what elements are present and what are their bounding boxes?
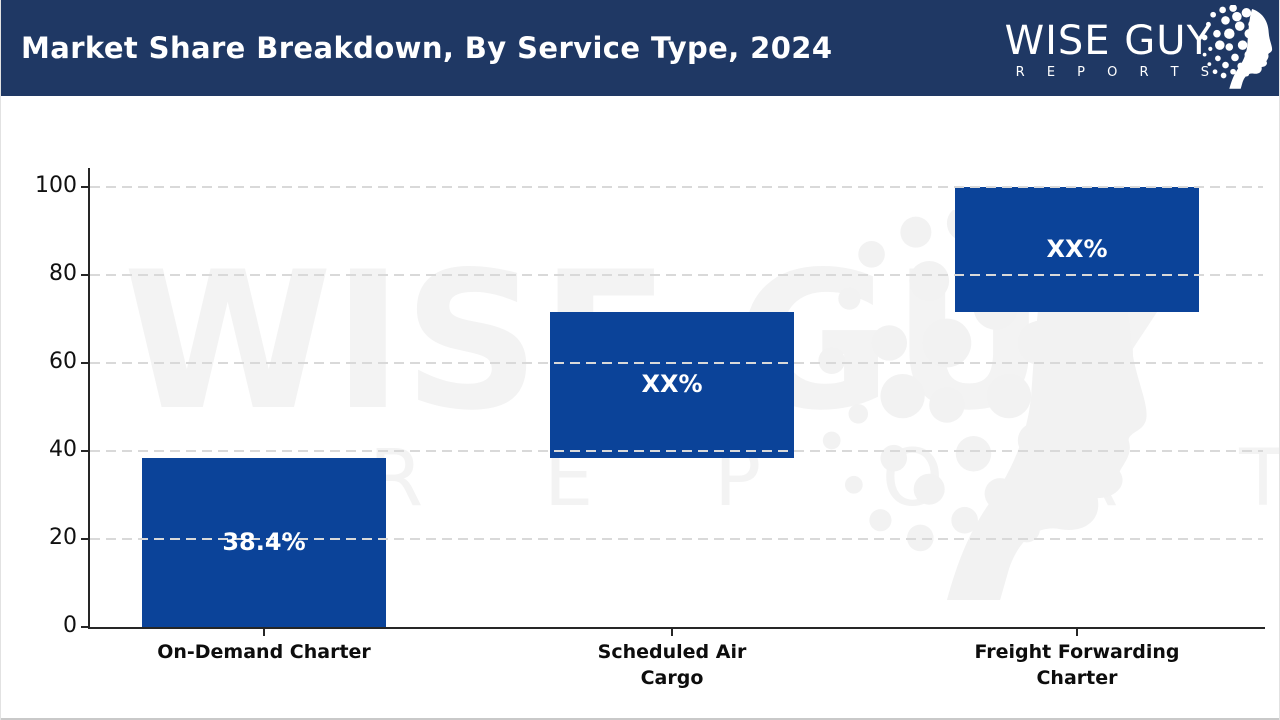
y-tick-mark: [81, 274, 89, 276]
gridline: [90, 274, 1263, 276]
x-category-label: Scheduled Air Cargo: [597, 641, 747, 689]
bar-segment: [550, 312, 794, 459]
bottom-border-line: [1, 718, 1279, 720]
gridline: [90, 450, 1263, 452]
x-category-label: On-Demand Charter: [157, 641, 371, 663]
brand-logo-name: WISE GUY: [1004, 18, 1212, 64]
y-axis-spine: [88, 168, 90, 629]
x-tick-mark: [263, 629, 265, 636]
x-tick-mark: [671, 629, 673, 636]
bar-segment: [142, 458, 386, 627]
bar-segment: [955, 187, 1199, 313]
brand-logo-subname: R E P O R T S: [1015, 65, 1218, 80]
y-tick-label: 100: [35, 173, 77, 198]
y-tick-mark: [81, 362, 89, 364]
y-tick-mark: [81, 626, 89, 628]
x-category-label: Freight Forwarding Charter: [974, 641, 1180, 689]
bar-value-label: 38.4%: [222, 527, 306, 556]
x-tick-mark: [1076, 629, 1078, 636]
y-tick-mark: [81, 186, 89, 188]
brand-logo: WISE GUY R E P O R T S: [1005, 21, 1212, 80]
y-tick-label: 60: [49, 349, 77, 374]
header-bar: Market Share Breakdown, By Service Type,…: [1, 0, 1279, 96]
y-tick-mark: [81, 450, 89, 452]
bar-value-label: XX%: [1046, 234, 1108, 263]
y-tick-label: 0: [63, 613, 77, 638]
y-tick-label: 80: [49, 261, 77, 286]
y-tick-label: 40: [49, 437, 77, 462]
brand-head-icon: [1201, 5, 1273, 89]
y-tick-label: 20: [49, 525, 77, 550]
bar-value-label: XX%: [641, 370, 703, 399]
page-title: Market Share Breakdown, By Service Type,…: [21, 31, 833, 65]
y-tick-mark: [81, 538, 89, 540]
x-axis-spine: [88, 627, 1265, 629]
gridline: [90, 362, 1263, 364]
gridline: [90, 538, 1263, 540]
gridline: [90, 186, 1263, 188]
